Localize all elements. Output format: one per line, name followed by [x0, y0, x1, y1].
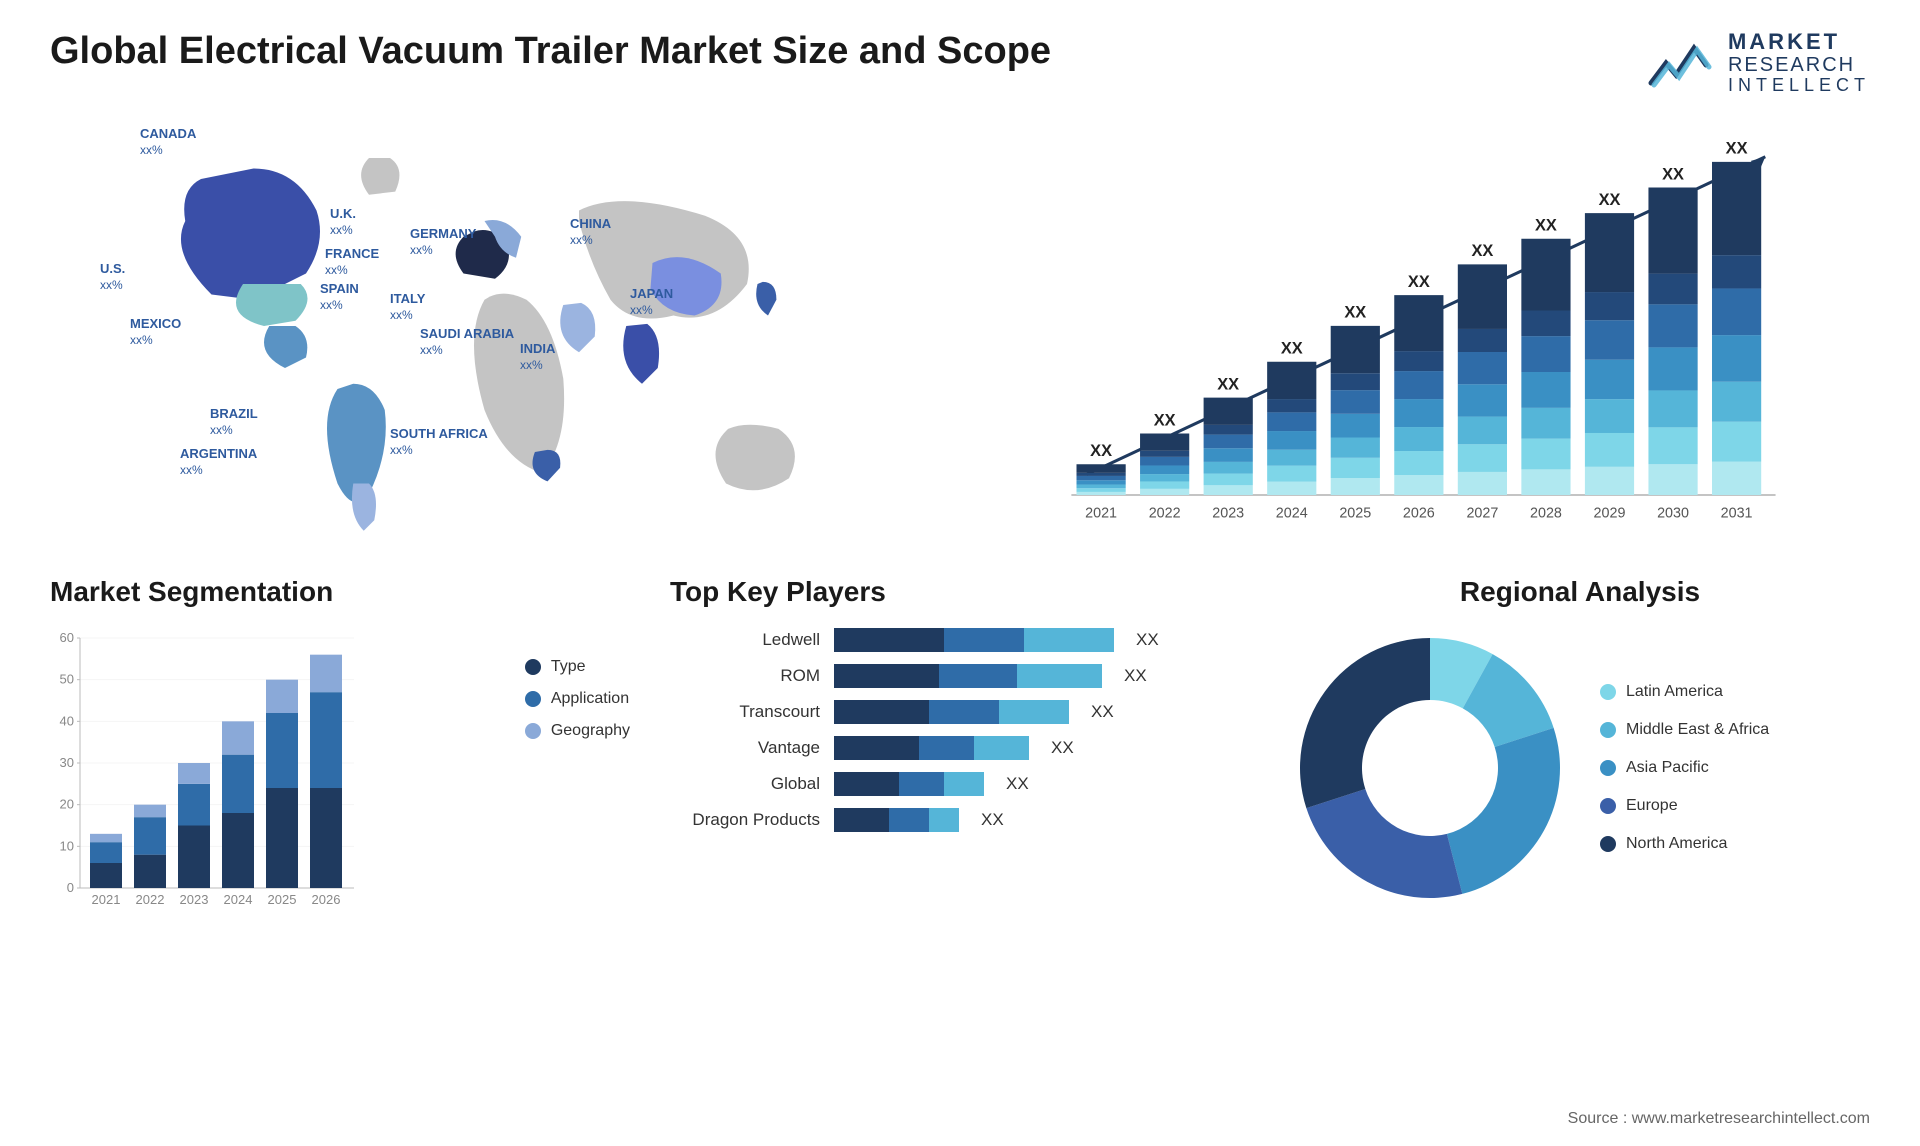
- svg-text:2025: 2025: [268, 892, 297, 907]
- kp-label: Ledwell: [670, 630, 820, 650]
- regional-panel: Regional Analysis Latin America Middle Ea…: [1290, 576, 1870, 956]
- kp-bar: [834, 664, 1102, 688]
- svg-text:XX: XX: [1090, 442, 1112, 460]
- svg-text:2022: 2022: [136, 892, 165, 907]
- logo-text-2: RESEARCH: [1728, 54, 1870, 76]
- kp-label: Global: [670, 774, 820, 794]
- svg-text:2026: 2026: [312, 892, 341, 907]
- kp-label: Vantage: [670, 738, 820, 758]
- svg-text:XX: XX: [1726, 140, 1748, 158]
- page-title: Global Electrical Vacuum Trailer Market …: [50, 30, 1051, 73]
- svg-text:0: 0: [67, 880, 74, 895]
- key-players-title: Top Key Players: [670, 576, 1250, 608]
- svg-text:XX: XX: [1599, 191, 1621, 209]
- logo-text-1: MARKET: [1728, 30, 1870, 54]
- map-label-mexico: MEXICOxx%: [130, 316, 181, 347]
- svg-text:50: 50: [60, 672, 74, 687]
- svg-text:XX: XX: [1471, 242, 1493, 260]
- svg-text:XX: XX: [1662, 165, 1684, 183]
- map-label-india: INDIAxx%: [520, 341, 555, 372]
- logo-mark-icon: [1646, 33, 1716, 93]
- svg-text:20: 20: [60, 797, 74, 812]
- trend-bar-chart: XX 2021 XX 2022 XX 2023 XX 2024 XX 2025 XX 2026 XX 20…: [980, 116, 1870, 536]
- kp-value: XX: [1091, 702, 1114, 722]
- map-label-japan: JAPANxx%: [630, 286, 673, 317]
- kp-bar: [834, 736, 1029, 760]
- key-players-panel: Top Key Players LedwellXXROMXXTranscourt…: [670, 576, 1250, 956]
- svg-text:XX: XX: [1281, 340, 1303, 358]
- svg-text:60: 60: [60, 630, 74, 645]
- source-attribution: Source : www.marketresearchintellect.com: [1568, 1110, 1870, 1128]
- logo-text-3: INTELLECT: [1728, 76, 1870, 96]
- kp-bar: [834, 700, 1069, 724]
- reg-legend-latin-america: Latin America: [1600, 683, 1769, 701]
- map-label-italy: ITALYxx%: [390, 291, 425, 322]
- kp-value: XX: [1006, 774, 1029, 794]
- svg-text:40: 40: [60, 713, 74, 728]
- svg-text:XX: XX: [1535, 217, 1557, 235]
- svg-text:2028: 2028: [1530, 506, 1562, 522]
- brand-logo: MARKET RESEARCH INTELLECT: [1646, 30, 1870, 96]
- segmentation-panel: Market Segmentation 0 10 20 30 40 50 60 2021 202…: [50, 576, 630, 956]
- svg-text:2029: 2029: [1594, 506, 1626, 522]
- kp-label: Dragon Products: [670, 810, 820, 830]
- kp-row-rom: ROM XX: [670, 664, 1230, 688]
- svg-text:XX: XX: [1408, 273, 1430, 291]
- reg-legend-north-america: North America: [1600, 835, 1769, 853]
- kp-value: XX: [1136, 630, 1159, 650]
- svg-text:2027: 2027: [1466, 506, 1498, 522]
- map-label-france: FRANCExx%: [325, 246, 379, 277]
- map-label-brazil: BRAZILxx%: [210, 406, 258, 437]
- seg-legend-application: Application: [525, 690, 630, 708]
- map-label-u-k-: U.K.xx%: [330, 206, 356, 237]
- kp-row-dragon-products: Dragon Products XX: [670, 808, 1230, 832]
- reg-legend-europe: Europe: [1600, 797, 1769, 815]
- svg-text:2024: 2024: [1276, 506, 1308, 522]
- seg-legend-geography: Geography: [525, 722, 630, 740]
- svg-text:2023: 2023: [180, 892, 209, 907]
- kp-bar: [834, 628, 1114, 652]
- world-map: CANADAxx% U.S.xx%MEXICOxx% BRAZILxx% ARGENT…: [50, 116, 940, 536]
- svg-text:2030: 2030: [1657, 506, 1689, 522]
- kp-label: ROM: [670, 666, 820, 686]
- kp-row-vantage: Vantage XX: [670, 736, 1230, 760]
- seg-legend-type: Type: [525, 658, 630, 676]
- map-label-canada: CANADAxx%: [140, 126, 196, 157]
- svg-text:XX: XX: [1217, 375, 1239, 393]
- map-label-china: CHINAxx%: [570, 216, 611, 247]
- kp-row-global: Global XX: [670, 772, 1230, 796]
- svg-text:XX: XX: [1154, 411, 1176, 429]
- reg-legend-middle-east-africa: Middle East & Africa: [1600, 721, 1769, 739]
- segmentation-legend: Type Application Geography: [525, 628, 630, 918]
- svg-text:2025: 2025: [1339, 506, 1371, 522]
- kp-bar: [834, 808, 959, 832]
- svg-text:2026: 2026: [1403, 506, 1435, 522]
- regional-legend: Latin America Middle East & Africa Asia Pa…: [1600, 683, 1769, 853]
- svg-text:2031: 2031: [1721, 506, 1753, 522]
- kp-value: XX: [981, 810, 1004, 830]
- kp-label: Transcourt: [670, 702, 820, 722]
- reg-legend-asia-pacific: Asia Pacific: [1600, 759, 1769, 777]
- segmentation-title: Market Segmentation: [50, 576, 630, 608]
- map-label-spain: SPAINxx%: [320, 281, 359, 312]
- map-label-argentina: ARGENTINAxx%: [180, 446, 257, 477]
- svg-text:2021: 2021: [92, 892, 121, 907]
- kp-row-ledwell: Ledwell XX: [670, 628, 1230, 652]
- kp-bar: [834, 772, 984, 796]
- map-label-u-s-: U.S.xx%: [100, 261, 125, 292]
- map-label-saudi-arabia: SAUDI ARABIAxx%: [420, 326, 514, 357]
- svg-text:30: 30: [60, 755, 74, 770]
- map-label-germany: GERMANYxx%: [410, 226, 476, 257]
- kp-value: XX: [1051, 738, 1074, 758]
- map-label-south-africa: SOUTH AFRICAxx%: [390, 426, 488, 457]
- svg-text:2023: 2023: [1212, 506, 1244, 522]
- svg-text:2021: 2021: [1085, 506, 1117, 522]
- regional-title: Regional Analysis: [1290, 576, 1870, 608]
- svg-text:2022: 2022: [1149, 506, 1181, 522]
- svg-text:2024: 2024: [224, 892, 253, 907]
- svg-text:XX: XX: [1344, 304, 1366, 322]
- kp-value: XX: [1124, 666, 1147, 686]
- kp-row-transcourt: Transcourt XX: [670, 700, 1230, 724]
- svg-text:10: 10: [60, 838, 74, 853]
